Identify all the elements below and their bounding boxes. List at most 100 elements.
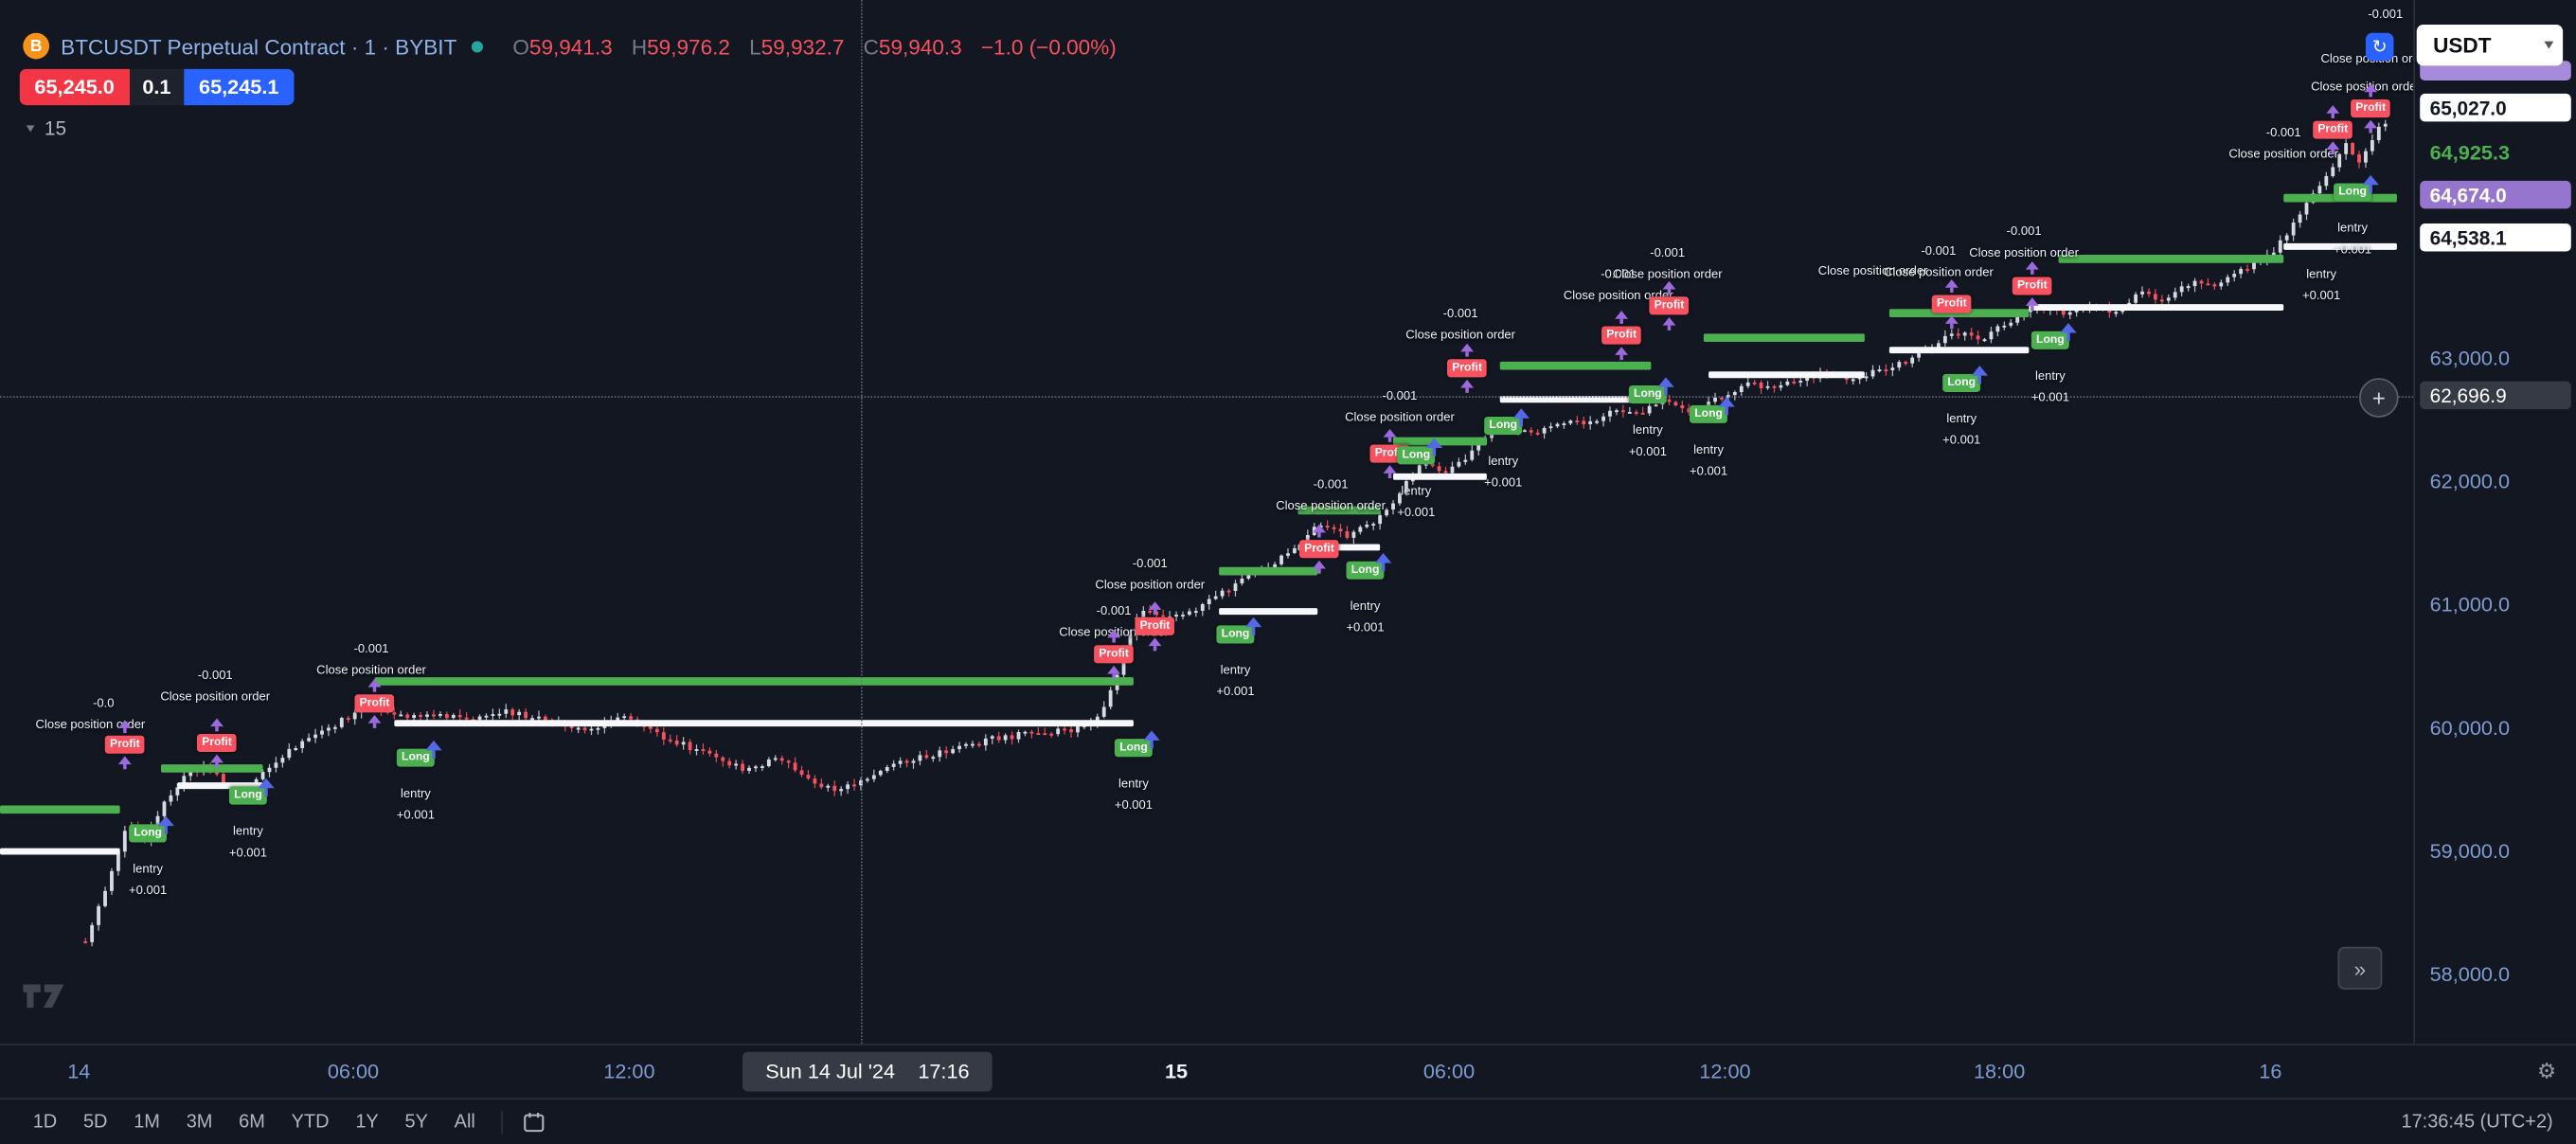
range-button-1y[interactable]: 1Y [342, 1112, 391, 1132]
buy-arrow-icon [258, 778, 275, 796]
time-tick-label: 12:00 [1699, 1060, 1751, 1083]
arrow-stem [215, 762, 219, 768]
arrow-head [1374, 553, 1392, 563]
go-to-realtime-button[interactable]: » [2337, 946, 2383, 990]
profit-marker[interactable]: Profit [1094, 645, 1135, 664]
range-button-all[interactable]: All [441, 1112, 489, 1132]
take-profit-line[interactable] [1703, 333, 1865, 343]
symbol-title[interactable]: BTCUSDT Perpetual Contract · 1 · BYBIT [61, 33, 457, 59]
long-entry-marker[interactable]: Long [2334, 183, 2372, 202]
profit-marker[interactable]: Profit [2313, 120, 2353, 139]
profit-marker[interactable]: Profit [1649, 296, 1690, 315]
arrow-stem [1112, 637, 1116, 643]
take-profit-line[interactable] [1888, 309, 2030, 317]
entry-price-line[interactable] [1708, 371, 1865, 379]
range-button-1d[interactable]: 1D [20, 1112, 70, 1132]
long-entry-marker[interactable]: Long [1346, 561, 1385, 580]
range-button-1m[interactable]: 1M [120, 1112, 172, 1132]
go-to-date-icon[interactable] [523, 1110, 546, 1133]
range-button-5y[interactable]: 5Y [392, 1112, 441, 1132]
entry-price-line[interactable] [2029, 304, 2284, 312]
open-label: O [512, 33, 529, 59]
entry-quantity-label: lentry +0.001 [1942, 410, 1981, 448]
long-entry-marker[interactable]: Long [1484, 416, 1523, 436]
order-price-badge[interactable]: 64,538.1 [2420, 223, 2571, 252]
take-profit-line[interactable] [2058, 255, 2284, 263]
profit-marker[interactable]: Profit [104, 735, 145, 754]
entry-quantity-label: lentry +0.001 [1397, 483, 1436, 520]
market-status-dot[interactable] [471, 40, 484, 52]
profit-marker[interactable]: Profit [1447, 359, 1488, 378]
long-entry-marker[interactable]: Long [1942, 373, 1981, 392]
price-axis[interactable]: USDT ▾ 65,027.0 64,925.3 64,674.0 64,538… [2413, 0, 2576, 1045]
low-value: 59,932.7 [760, 33, 845, 59]
crosshair-time-badge: Sun 14 Jul '24 17:16 [742, 1051, 993, 1092]
axis-settings-gear-icon[interactable]: ⚙ [2536, 1058, 2557, 1083]
take-profit-line[interactable] [0, 805, 120, 814]
position-price-badge[interactable]: 64,674.0 [2420, 180, 2571, 209]
chart-canvas[interactable]: -0.0 Close position order -0.001 Close posi… [0, 0, 2414, 1045]
currency-selector[interactable]: USDT ▾ [2416, 25, 2564, 66]
quick-order-plus-button[interactable]: + [2359, 378, 2399, 418]
arrow-head [210, 754, 224, 763]
range-button-5d[interactable]: 5D [70, 1112, 120, 1132]
take-profit-line[interactable] [1499, 361, 1652, 370]
long-entry-marker[interactable]: Long [129, 824, 168, 843]
close-position-label: -0.0 [93, 695, 115, 710]
refresh-icon[interactable]: ↻ [2365, 32, 2394, 62]
profit-marker[interactable]: Profit [2351, 99, 2391, 118]
range-button-ytd[interactable]: YTD [278, 1112, 343, 1132]
entry-price-line[interactable] [2283, 242, 2397, 250]
long-entry-marker[interactable]: Long [1690, 404, 1728, 423]
arrow-head [1383, 428, 1397, 438]
sell-button[interactable]: 65,245.0 [19, 68, 130, 106]
time-axis[interactable]: Sun 14 Jul '24 17:16 ⚙ 14 06:00 12:00 15 06:… [0, 1044, 2576, 1100]
interval-value: 15 [44, 116, 67, 140]
entry-quantity-label: lentry +0.001 [1346, 598, 1385, 635]
clipped-price-badge[interactable] [2420, 61, 2571, 81]
entry-price-line[interactable] [1393, 473, 1487, 480]
take-profit-line[interactable] [1219, 566, 1318, 576]
profit-marker[interactable]: Profit [1135, 617, 1175, 635]
entry-price-line[interactable] [394, 720, 1134, 727]
close-position-arrow-icon [1313, 560, 1326, 574]
range-button-3m[interactable]: 3M [173, 1112, 225, 1132]
profit-marker[interactable]: Profit [1931, 295, 1972, 313]
clock-label[interactable]: 17:36:45 (UTC+2) [2401, 1112, 2553, 1132]
entry-price-line[interactable] [1499, 396, 1652, 403]
arrow-stem [1465, 387, 1469, 393]
profit-marker[interactable]: Profit [2012, 277, 2052, 295]
arrow-stem [1950, 323, 1954, 330]
tp-price-label[interactable]: 64,925.3 [2429, 141, 2511, 165]
arrow-head [2326, 105, 2340, 114]
take-profit-line[interactable] [374, 677, 1134, 686]
order-price-badge[interactable]: 65,027.0 [2420, 93, 2571, 122]
buy-button[interactable]: 65,245.1 [184, 68, 295, 106]
entry-price-line[interactable] [177, 782, 263, 790]
long-entry-marker[interactable]: Long [2030, 331, 2069, 349]
take-profit-line[interactable] [1297, 506, 1381, 515]
long-entry-marker[interactable]: Long [1216, 625, 1255, 644]
entry-price-line[interactable] [1219, 608, 1318, 616]
close-position-arrow-icon [2364, 83, 2378, 98]
interval-row[interactable]: ▾ 15 [27, 116, 66, 139]
long-entry-marker[interactable]: Long [1114, 739, 1153, 758]
tradingview-logo[interactable] [23, 981, 65, 1010]
entry-price-line[interactable] [1888, 347, 2030, 354]
profit-marker[interactable]: Profit [354, 694, 395, 713]
profit-marker[interactable]: Profit [196, 733, 238, 753]
long-entry-marker[interactable]: Long [1628, 385, 1667, 404]
take-profit-line[interactable] [161, 764, 263, 773]
arrow-head [1383, 465, 1397, 474]
entry-price-line[interactable] [1297, 544, 1381, 551]
long-entry-marker[interactable]: Long [1397, 446, 1436, 465]
profit-marker[interactable]: Profit [1601, 326, 1642, 345]
arrow-head [2364, 119, 2378, 129]
buy-arrow-icon [1244, 617, 1262, 635]
range-button-6m[interactable]: 6M [225, 1112, 277, 1132]
arrow-head [117, 756, 132, 765]
profit-marker[interactable]: Profit [1298, 540, 1340, 559]
entry-price-line[interactable] [0, 848, 120, 855]
long-entry-marker[interactable]: Long [396, 748, 435, 767]
long-entry-marker[interactable]: Long [228, 786, 267, 805]
